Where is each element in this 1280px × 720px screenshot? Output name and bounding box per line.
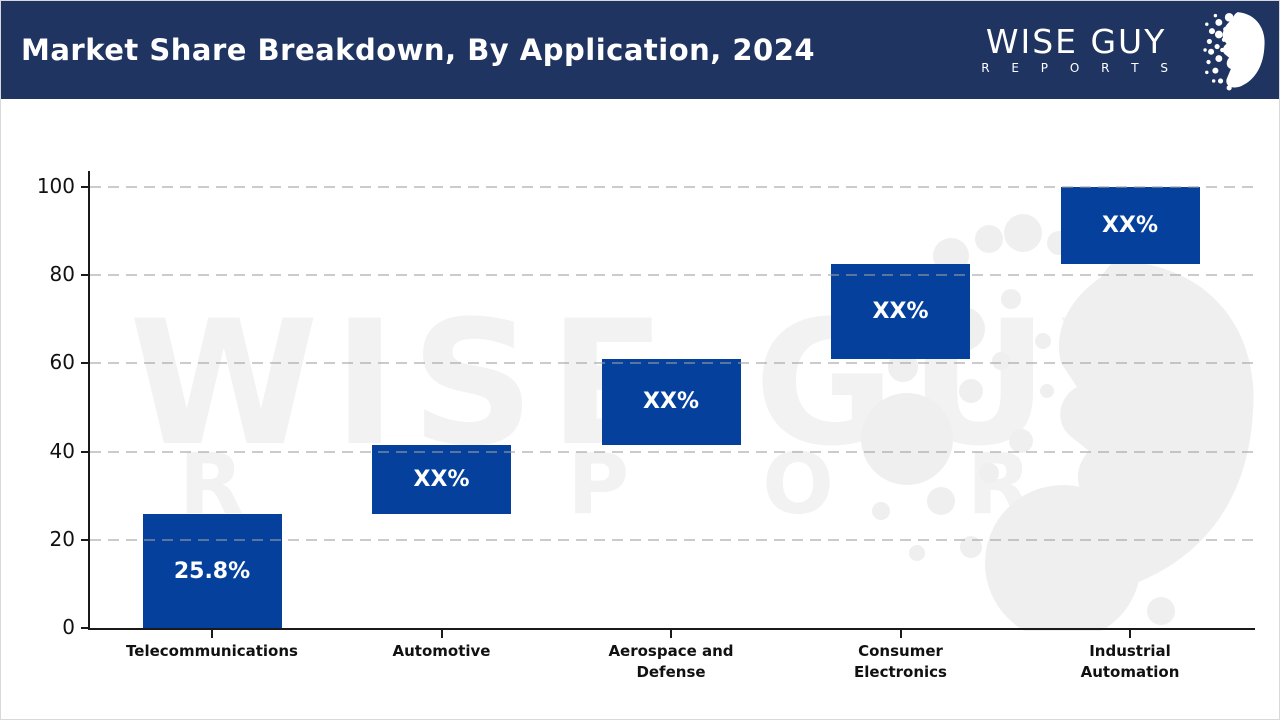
bar-value-label: XX% (1102, 213, 1158, 239)
bar-value-label: XX% (643, 389, 699, 415)
logo-tagline: R E P O R T S (981, 61, 1177, 76)
x-axis-line (88, 628, 1255, 630)
bar-segment: XX% (601, 358, 741, 445)
logo-text: WISE GUY R E P O R T S (975, 21, 1177, 76)
y-tick-label: 40 (49, 438, 75, 463)
dotted-face-icon (1203, 12, 1265, 91)
y-axis-line (88, 171, 90, 630)
x-tick-label: Industrial Automation (1080, 642, 1180, 681)
x-tick-mark (899, 630, 902, 638)
x-tick-mark (670, 630, 672, 638)
bar-value-label: 25.8% (173, 558, 251, 584)
y-tick-mark (81, 538, 89, 541)
bar-segment: XX% (372, 444, 511, 515)
gridline (90, 362, 1255, 365)
y-tick-mark (81, 186, 89, 188)
gridline (90, 274, 1255, 277)
y-tick-mark (81, 450, 89, 453)
y-tick-label: 20 (49, 526, 75, 551)
y-tick-label: 60 (49, 350, 75, 375)
x-tick-mark (1129, 630, 1131, 638)
logo-name: WISE GUY (985, 21, 1167, 61)
gridline (90, 450, 1255, 453)
gridline (90, 538, 1255, 541)
x-tick-mark (440, 630, 443, 638)
chart-title: Market Share Breakdown, By Application, … (21, 33, 816, 67)
wise-guy-reports-logo: WISE GUY R E P O R T S (975, 1, 1267, 99)
y-tick-label: 100 (36, 174, 75, 198)
bar-segment: XX% (831, 264, 970, 359)
bar-segment: 25.8% (142, 514, 282, 628)
y-tick-mark (81, 362, 89, 365)
bar-value-label: XX% (413, 466, 470, 492)
x-tick-mark (211, 630, 213, 638)
y-tick-mark (81, 627, 89, 629)
watermark-dotted-face (861, 214, 1254, 631)
y-tick-label: 80 (49, 262, 75, 287)
x-tick-label: Aerospace and Defense (608, 642, 734, 681)
gridline (90, 186, 1255, 188)
x-tick-label: Consumer Electronics (854, 642, 947, 681)
plot-area: 0 20 40 60 80 100 25.8% Telecommunications XX% Au… (1, 99, 1279, 719)
bar-segment: XX% (1060, 187, 1200, 265)
y-tick-mark (81, 274, 89, 277)
x-tick-label: Automotive (392, 642, 491, 660)
x-tick-label: Telecommunications (126, 642, 298, 660)
bar-value-label: XX% (872, 299, 929, 325)
header-band: Market Share Breakdown, By Application, … (1, 1, 1279, 99)
y-tick-label: 0 (62, 615, 75, 639)
